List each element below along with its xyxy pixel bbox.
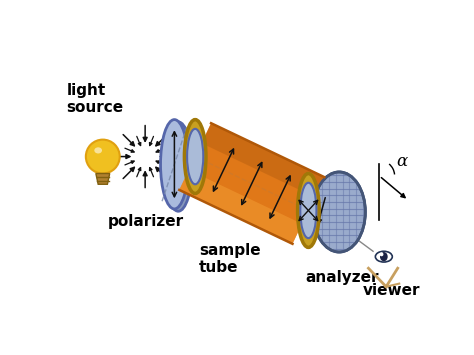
- Ellipse shape: [298, 174, 319, 247]
- Circle shape: [86, 140, 120, 174]
- Circle shape: [380, 252, 383, 256]
- Text: polarizer: polarizer: [108, 214, 184, 229]
- Text: light
source: light source: [66, 83, 124, 115]
- Ellipse shape: [164, 122, 192, 211]
- Ellipse shape: [187, 129, 203, 184]
- Text: α: α: [396, 153, 408, 170]
- Ellipse shape: [161, 120, 188, 209]
- Text: viewer: viewer: [363, 283, 420, 298]
- Polygon shape: [179, 123, 324, 244]
- Ellipse shape: [94, 147, 102, 153]
- Text: sample
tube: sample tube: [199, 243, 261, 275]
- Polygon shape: [201, 123, 324, 197]
- Ellipse shape: [301, 183, 317, 238]
- Ellipse shape: [184, 120, 206, 193]
- Text: analyzer: analyzer: [305, 270, 379, 285]
- Ellipse shape: [380, 252, 388, 261]
- Polygon shape: [179, 170, 302, 244]
- Polygon shape: [96, 174, 109, 184]
- Ellipse shape: [375, 251, 392, 262]
- Ellipse shape: [313, 172, 365, 252]
